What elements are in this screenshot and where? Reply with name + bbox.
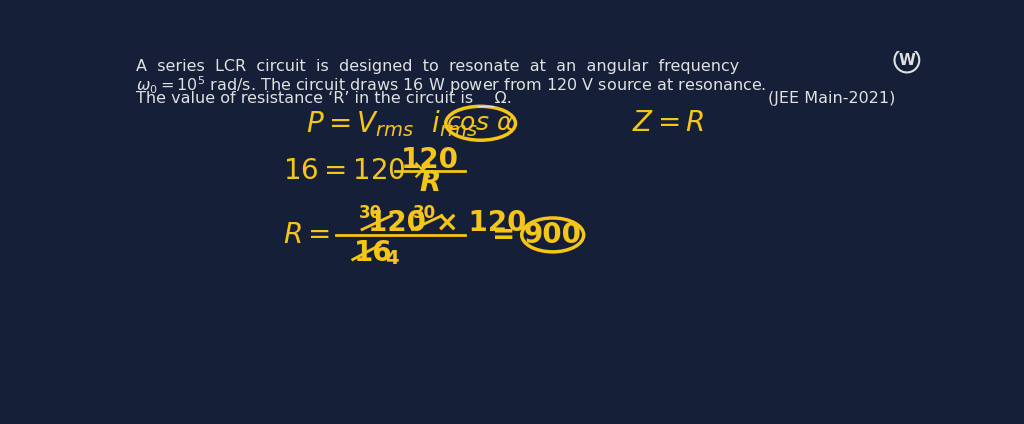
Text: =: = — [493, 221, 516, 249]
Text: $\omega_0 = 10^5$ rad/s. The circuit draws 16 W power from 120 V source at reson: $\omega_0 = 10^5$ rad/s. The circuit dra… — [136, 75, 766, 96]
Text: W: W — [898, 53, 915, 67]
Text: The value of resistance ‘R’ in the circuit is __Ω.: The value of resistance ‘R’ in the circu… — [136, 91, 512, 107]
Text: 120: 120 — [401, 146, 459, 174]
Text: 4: 4 — [385, 248, 399, 268]
Text: $P = V_{rms}\ \ i_{rms}$: $P = V_{rms}\ \ i_{rms}$ — [306, 108, 478, 139]
Text: 30: 30 — [414, 204, 436, 222]
Text: $R =$: $R =$ — [283, 221, 330, 249]
Text: $16 = 120 \times$: $16 = 120 \times$ — [283, 157, 432, 185]
Text: 900: 900 — [523, 221, 582, 249]
Text: $Z = R$: $Z = R$ — [632, 109, 705, 137]
Text: 30: 30 — [359, 204, 382, 222]
Text: 120 × 120: 120 × 120 — [369, 209, 526, 237]
Text: 16: 16 — [354, 239, 393, 267]
Text: R: R — [420, 169, 441, 197]
Text: (JEE Main-2021): (JEE Main-2021) — [768, 91, 895, 106]
Text: A  series  LCR  circuit  is  designed  to  resonate  at  an  angular  frequency: A series LCR circuit is designed to reso… — [136, 59, 739, 74]
Text: $cos\ \alpha$: $cos\ \alpha$ — [446, 111, 515, 135]
